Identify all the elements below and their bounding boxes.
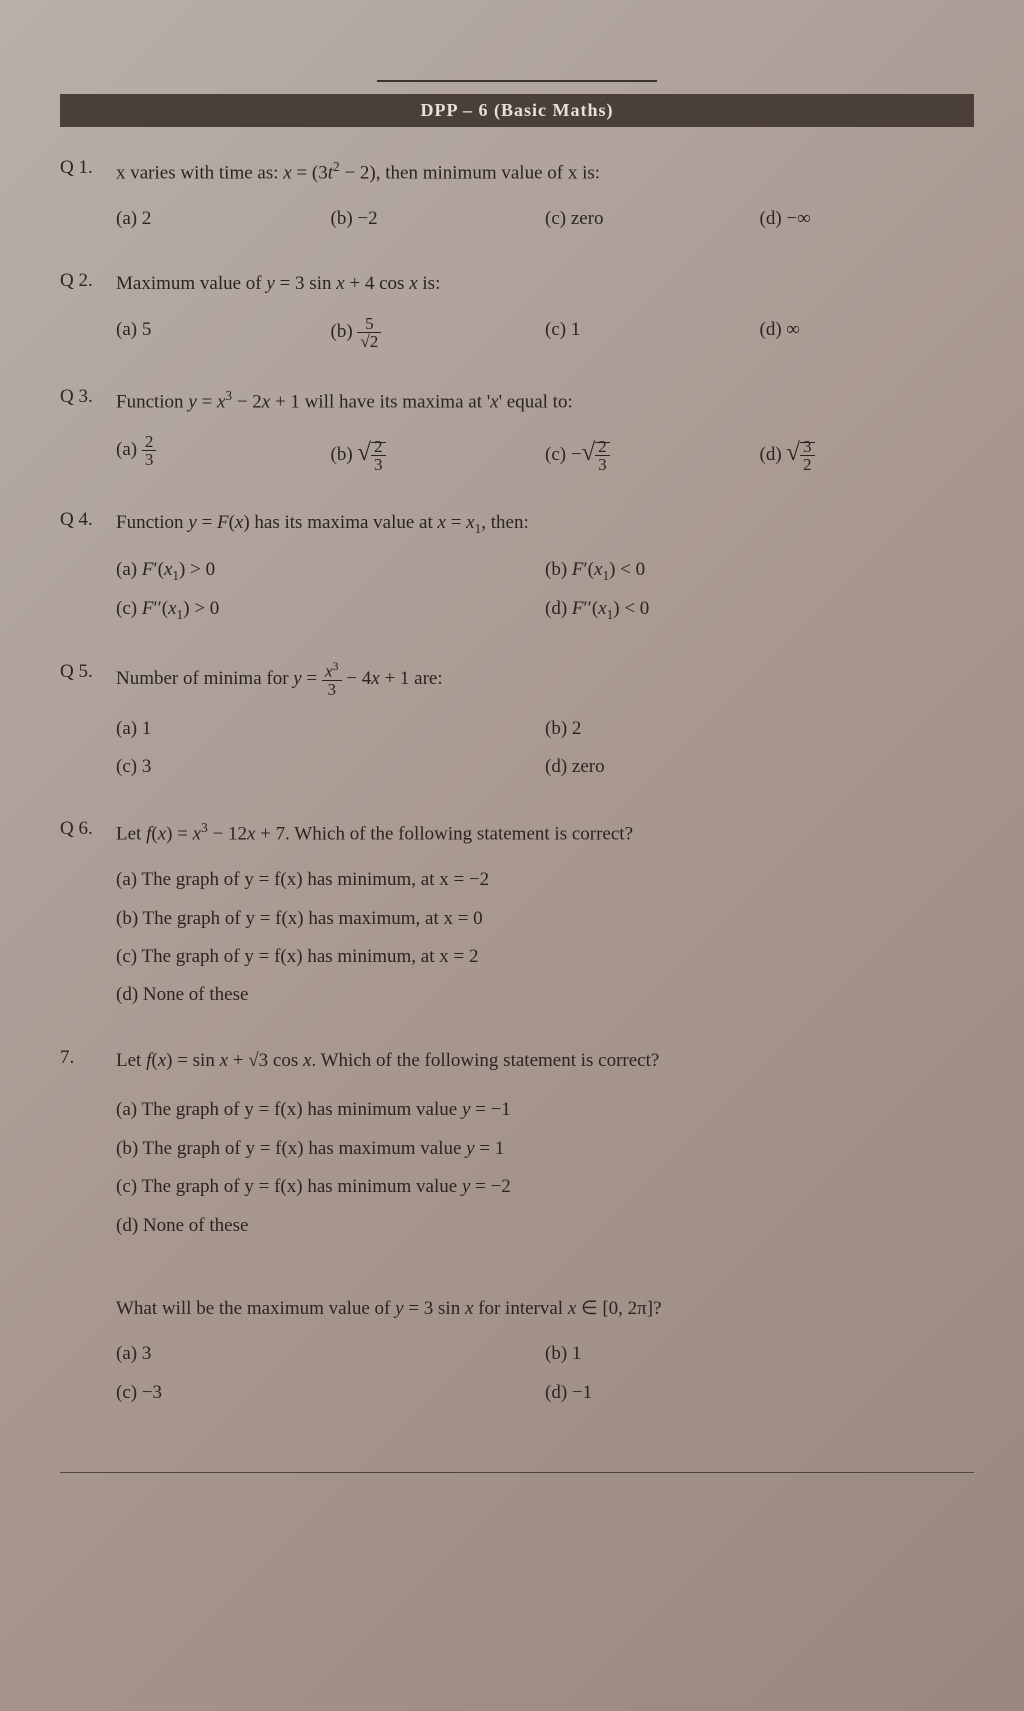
question-2: Q 2. Maximum value of y = 3 sin x + 4 co…	[60, 270, 974, 354]
q3-opt-c: (c) −√23	[545, 429, 760, 477]
q8-opt-d: (d) −1	[545, 1374, 974, 1412]
question-6: Q 6. Let f(x) = x3 − 12x + 7. Which of t…	[60, 818, 974, 1014]
q3-options: (a) 23 (b) √23 (c) −√23 (d) √32	[116, 429, 974, 477]
q5-opt-c: (c) 3	[116, 748, 545, 786]
q4-opt-b: (b) F′(x1) < 0	[545, 551, 974, 590]
page-content: DPP – 6 (Basic Maths) Q 1. x varies with…	[60, 80, 974, 1473]
q3-number: Q 3.	[60, 386, 116, 408]
q3-opt-d: (d) √32	[760, 429, 975, 477]
q1-number: Q 1.	[60, 157, 116, 179]
q1-opt-b: (b) −2	[331, 200, 546, 238]
q1-options: (a) 2 (b) −2 (c) zero (d) −∞	[116, 200, 974, 238]
question-3: Q 3. Function y = x3 − 2x + 1 will have …	[60, 386, 974, 477]
q5-opt-a: (a) 1	[116, 710, 545, 748]
q2-text: Maximum value of y = 3 sin x + 4 cos x i…	[116, 270, 974, 299]
q6-options: (a) The graph of y = f(x) has minimum, a…	[116, 861, 974, 1015]
q5-options: (a) 1 (b) 2 (c) 3 (d) zero	[116, 710, 974, 787]
q5-text: Number of minima for y = x33 − 4x + 1 ar…	[116, 661, 974, 698]
q3-text: Function y = x3 − 2x + 1 will have its m…	[116, 386, 974, 417]
q3-opt-b: (b) √23	[331, 429, 546, 477]
q1-opt-d: (d) −∞	[760, 200, 975, 238]
bottom-divider	[60, 1472, 974, 1473]
q6-opt-a: (a) The graph of y = f(x) has minimum, a…	[116, 861, 974, 899]
q7-opt-d: (d) None of these	[116, 1207, 974, 1245]
q5-opt-d: (d) zero	[545, 748, 974, 786]
question-7: 7. Let f(x) = sin x + √3 cos x. Which of…	[60, 1047, 974, 1245]
q1-opt-c: (c) zero	[545, 200, 760, 238]
q8-opt-b: (b) 1	[545, 1335, 974, 1373]
q4-text: Function y = F(x) has its maxima value a…	[116, 509, 974, 539]
q7-options: (a) The graph of y = f(x) has minimum va…	[116, 1091, 974, 1245]
q8-opt-c: (c) −3	[116, 1374, 545, 1412]
q7-number: 7.	[60, 1047, 116, 1069]
q7-text: Let f(x) = sin x + √3 cos x. Which of th…	[116, 1047, 974, 1076]
q2-opt-d: (d) ∞	[760, 311, 975, 354]
q2-opt-c: (c) 1	[545, 311, 760, 354]
q3-opt-a: (a) 23	[116, 429, 331, 477]
question-1: Q 1. x varies with time as: x = (3t2 − 2…	[60, 157, 974, 238]
q8-opt-a: (a) 3	[116, 1335, 545, 1373]
q4-opt-c: (c) F′′(x1) > 0	[116, 590, 545, 629]
q4-opt-d: (d) F′′(x1) < 0	[545, 590, 974, 629]
q6-opt-b: (b) The graph of y = f(x) has maximum, a…	[116, 900, 974, 938]
q4-options: (a) F′(x1) > 0 (b) F′(x1) < 0 (c) F′′(x1…	[116, 551, 974, 629]
q5-opt-b: (b) 2	[545, 710, 974, 748]
q7-opt-c: (c) The graph of y = f(x) has minimum va…	[116, 1168, 974, 1206]
q2-options: (a) 5 (b) 5√2 (c) 1 (d) ∞	[116, 311, 974, 354]
q2-number: Q 2.	[60, 270, 116, 292]
question-5: Q 5. Number of minima for y = x33 − 4x +…	[60, 661, 974, 787]
q2-opt-a: (a) 5	[116, 311, 331, 354]
q8-options: (a) 3 (b) 1 (c) −3 (d) −1	[116, 1335, 974, 1412]
q1-text: x varies with time as: x = (3t2 − 2), th…	[116, 157, 974, 188]
q6-opt-d: (d) None of these	[116, 976, 974, 1014]
header-title: DPP – 6 (Basic Maths)	[60, 94, 974, 127]
question-4: Q 4. Function y = F(x) has its maxima va…	[60, 509, 974, 629]
q6-number: Q 6.	[60, 818, 116, 840]
q8-text: What will be the maximum value of y = 3 …	[116, 1295, 974, 1324]
q5-number: Q 5.	[60, 661, 116, 683]
q4-number: Q 4.	[60, 509, 116, 531]
q6-opt-c: (c) The graph of y = f(x) has minimum, a…	[116, 938, 974, 976]
q7-opt-a: (a) The graph of y = f(x) has minimum va…	[116, 1091, 974, 1129]
question-8: What will be the maximum value of y = 3 …	[60, 1295, 974, 1412]
top-divider	[377, 80, 657, 82]
q4-opt-a: (a) F′(x1) > 0	[116, 551, 545, 590]
q1-opt-a: (a) 2	[116, 200, 331, 238]
q7-opt-b: (b) The graph of y = f(x) has maximum va…	[116, 1130, 974, 1168]
q2-opt-b: (b) 5√2	[331, 311, 546, 354]
q6-text: Let f(x) = x3 − 12x + 7. Which of the fo…	[116, 818, 974, 849]
